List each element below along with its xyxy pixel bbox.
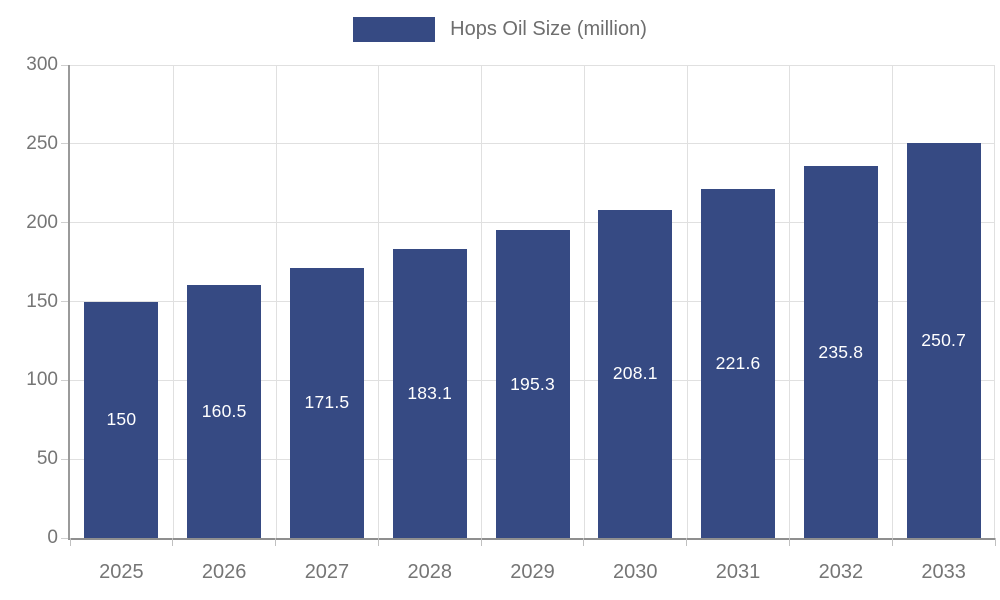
x-axis-label: 2027 — [304, 561, 350, 583]
x-axis-tick — [377, 538, 379, 546]
y-axis-label: 300 — [26, 54, 58, 75]
x-axis-label: 2026 — [201, 561, 247, 583]
y-axis-label: 150 — [26, 290, 58, 312]
bar-2029[interactable]: 195.3 — [495, 230, 570, 538]
gridline-vertical — [275, 65, 277, 538]
legend-label: Hops Oil Size (million) — [450, 18, 647, 40]
bar-value-label: 183.1 — [407, 383, 453, 404]
bar-2027[interactable]: 171.5 — [289, 267, 364, 538]
y-axis-tick — [61, 301, 68, 302]
gridline-vertical — [686, 65, 688, 538]
x-axis-tick — [275, 538, 277, 546]
bar-value-label: 160.5 — [201, 400, 247, 421]
bar-value-label: 250.7 — [921, 329, 966, 350]
x-axis-tick — [891, 538, 893, 546]
gridline-vertical — [583, 65, 585, 538]
x-axis-label: 2025 — [99, 561, 144, 583]
bar-value-label: 195.3 — [510, 373, 555, 394]
bar-value-label: 221.6 — [715, 352, 761, 373]
x-axis-tick — [172, 538, 174, 546]
gridline-horizontal — [70, 222, 995, 224]
gridline-vertical — [378, 65, 380, 538]
gridline-vertical — [994, 65, 995, 538]
y-axis-label: 0 — [47, 527, 58, 548]
gridline-vertical — [172, 65, 174, 538]
bar-2028[interactable]: 183.1 — [392, 249, 467, 538]
y-axis-label: 50 — [36, 448, 58, 470]
x-axis-tick — [994, 538, 996, 546]
x-axis-tick — [686, 538, 688, 546]
y-axis-tick — [61, 64, 68, 66]
x-axis-label: 2031 — [715, 561, 761, 583]
bar-value-label: 150 — [106, 409, 137, 430]
x-axis-tick — [480, 538, 482, 546]
y-axis-tick — [61, 458, 68, 460]
y-axis-tick — [61, 143, 68, 145]
x-axis-label: 2029 — [510, 561, 555, 583]
y-axis-tick — [61, 222, 68, 224]
y-axis-tick — [61, 379, 68, 381]
gridline-vertical — [481, 65, 483, 538]
bar-2030[interactable]: 208.1 — [598, 209, 673, 538]
bar-2026[interactable]: 160.5 — [187, 284, 262, 538]
x-axis-label: 2032 — [818, 561, 864, 583]
gridline-horizontal — [70, 143, 995, 145]
gridline-horizontal — [70, 64, 995, 66]
legend-swatch[interactable] — [353, 17, 436, 42]
gridline-vertical — [892, 65, 894, 538]
legend[interactable]: Hops Oil Size (million) — [0, 17, 1000, 42]
bar-2031[interactable]: 221.6 — [701, 188, 776, 538]
x-axis-tick — [69, 538, 71, 546]
x-axis-label: 2028 — [407, 561, 452, 583]
y-axis-tick — [61, 537, 68, 539]
y-axis-label: 200 — [26, 211, 58, 233]
bar-value-label: 171.5 — [304, 392, 350, 413]
gridline-vertical — [789, 65, 791, 538]
bar-2032[interactable]: 235.8 — [803, 166, 878, 538]
bar-2025[interactable]: 150 — [84, 301, 159, 538]
x-axis-tick — [788, 538, 790, 546]
x-axis-label: 2030 — [613, 561, 658, 583]
plot-area: 0 50 100 150 200 250 300 150 2025 160.5 2026 171.5 2… — [26, 54, 996, 583]
x-axis-label: 2033 — [921, 561, 966, 583]
y-axis-label: 100 — [26, 369, 58, 391]
x-axis-tick — [583, 538, 585, 546]
y-axis-label: 250 — [26, 132, 58, 154]
bar-2033[interactable]: 250.7 — [906, 142, 981, 538]
bar-value-label: 235.8 — [818, 341, 864, 362]
bar-value-label: 208.1 — [612, 363, 658, 384]
